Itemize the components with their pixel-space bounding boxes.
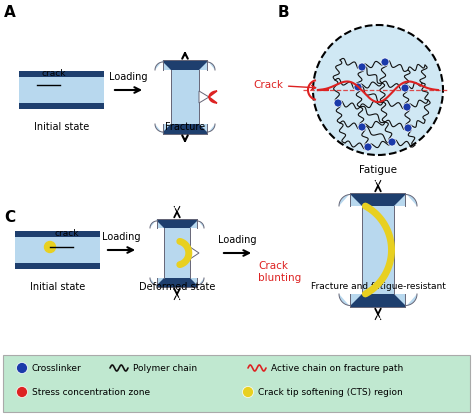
Text: Loading: Loading (102, 232, 140, 242)
Circle shape (17, 362, 27, 374)
Circle shape (388, 138, 396, 146)
Bar (350, 193, 405, 206)
Text: Loading: Loading (218, 235, 256, 245)
Text: Fatigue: Fatigue (359, 165, 397, 175)
Bar (19, 71, 104, 109)
Circle shape (45, 242, 55, 252)
Polygon shape (394, 193, 417, 206)
Bar (157, 278, 197, 287)
Text: B: B (278, 5, 290, 20)
Text: Fracture and fatigue-resistant: Fracture and fatigue-resistant (310, 282, 446, 291)
Polygon shape (150, 278, 164, 287)
Text: Initial state: Initial state (35, 122, 90, 132)
Bar (164, 228, 190, 278)
Text: Crack: Crack (253, 80, 316, 90)
Polygon shape (199, 91, 209, 103)
Bar (362, 206, 394, 294)
Polygon shape (190, 247, 199, 259)
Polygon shape (190, 219, 204, 228)
Circle shape (334, 99, 342, 107)
Bar (16, 263, 100, 269)
Text: Loading: Loading (109, 72, 147, 82)
Bar (350, 294, 405, 307)
Polygon shape (190, 278, 204, 287)
Polygon shape (155, 124, 171, 134)
Circle shape (17, 386, 27, 398)
Bar (16, 231, 100, 237)
Polygon shape (339, 193, 362, 206)
Bar (19, 103, 104, 109)
Bar (163, 60, 207, 70)
Bar (163, 124, 207, 134)
Text: A: A (4, 5, 16, 20)
Circle shape (313, 25, 443, 155)
Text: crack: crack (42, 69, 66, 78)
Text: Deformed state: Deformed state (139, 282, 215, 292)
Bar (16, 231, 100, 269)
Circle shape (358, 123, 366, 131)
Circle shape (243, 386, 254, 398)
Text: Crosslinker: Crosslinker (32, 364, 82, 373)
Text: crack: crack (55, 229, 80, 238)
Bar (171, 70, 199, 124)
Text: Crack
blunting: Crack blunting (258, 261, 301, 283)
Text: Active chain on fracture path: Active chain on fracture path (271, 364, 403, 373)
Circle shape (381, 58, 389, 66)
Circle shape (358, 63, 366, 71)
Polygon shape (199, 60, 215, 70)
Polygon shape (339, 294, 362, 307)
Circle shape (401, 84, 409, 92)
Polygon shape (150, 219, 164, 228)
Bar (3, 355, 470, 412)
Circle shape (403, 103, 411, 111)
Circle shape (354, 83, 362, 91)
Polygon shape (394, 294, 417, 307)
Circle shape (404, 124, 412, 132)
Text: Polymer chain: Polymer chain (133, 364, 197, 373)
Text: C: C (4, 210, 15, 225)
Text: Stress concentration zone: Stress concentration zone (32, 388, 150, 396)
Text: Initial state: Initial state (30, 282, 86, 292)
Bar (19, 71, 104, 77)
Text: Fracture: Fracture (165, 122, 205, 132)
Bar (157, 219, 197, 228)
Text: Crack tip softening (CTS) region: Crack tip softening (CTS) region (258, 388, 403, 396)
Polygon shape (209, 91, 217, 103)
Polygon shape (155, 60, 171, 70)
Polygon shape (199, 124, 215, 134)
Circle shape (364, 143, 372, 151)
